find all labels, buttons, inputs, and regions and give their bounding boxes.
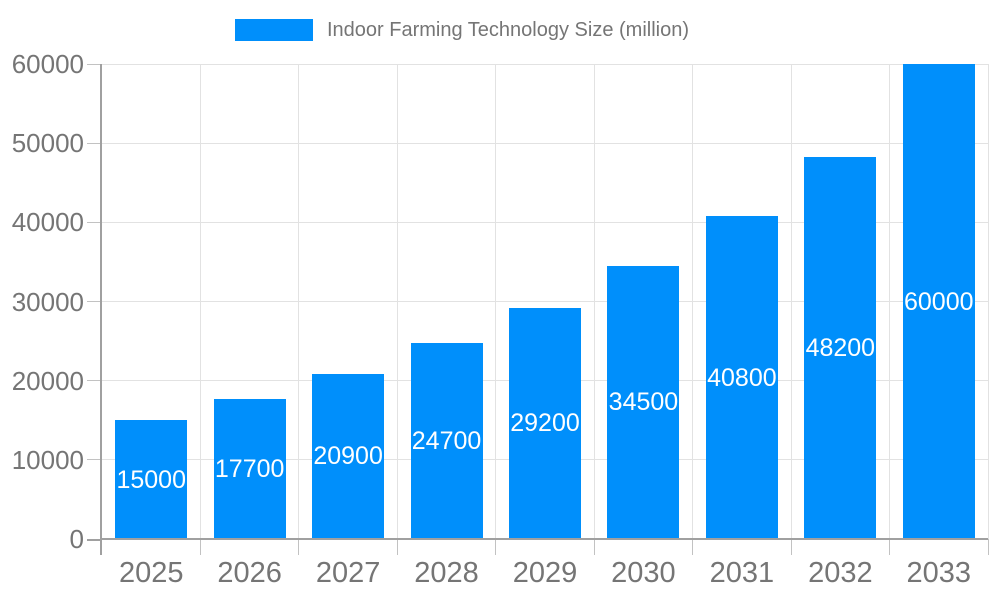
y-axis-tick-label: 20000: [11, 365, 84, 396]
y-axis-tick: [87, 301, 102, 302]
gridline-vertical: [298, 64, 300, 539]
x-axis-tick: [495, 539, 497, 555]
x-axis-tick: [987, 539, 989, 555]
gridline-vertical: [987, 64, 989, 539]
x-axis-tick: [199, 539, 201, 555]
bar[interactable]: 48200: [804, 157, 877, 539]
x-axis-tick: [396, 539, 398, 555]
y-axis-tick: [87, 142, 102, 144]
x-axis-tick: [593, 539, 595, 555]
bar[interactable]: 17700: [213, 398, 286, 539]
x-axis-line: [100, 538, 988, 540]
bar-value-label: 48200: [805, 334, 876, 363]
bar-value-label: 17700: [214, 454, 285, 483]
x-axis-tick-label: 2028: [414, 557, 479, 589]
bar-value-label: 29200: [510, 409, 580, 438]
legend: Indoor Farming Technology Size (million): [0, 18, 1000, 42]
gridline-vertical: [889, 64, 891, 539]
y-axis-tick: [87, 221, 102, 223]
bar[interactable]: 24700: [410, 343, 483, 539]
gridline-vertical: [199, 64, 201, 539]
y-axis-tick-label: 40000: [11, 207, 84, 238]
x-axis-tick-label: 2030: [611, 557, 676, 589]
y-axis-tick: [87, 459, 102, 461]
x-axis-tick-label: 2026: [217, 557, 282, 589]
gridline-horizontal: [102, 301, 988, 302]
gridline-vertical: [495, 64, 497, 539]
gridline-horizontal: [102, 221, 988, 223]
gridline-horizontal: [102, 63, 988, 65]
x-axis-tick: [790, 539, 792, 555]
x-axis-tick: [692, 539, 694, 555]
gridline-horizontal: [102, 142, 988, 144]
y-axis-tick-label: 10000: [11, 444, 84, 475]
y-axis-tick: [87, 63, 102, 65]
gridline-vertical: [790, 64, 792, 539]
bar[interactable]: 29200: [509, 307, 581, 539]
bar[interactable]: 20900: [312, 373, 385, 539]
x-axis-tick: [889, 539, 891, 555]
x-axis-tick-label: 2033: [906, 557, 972, 589]
bar-value-label: 40800: [707, 363, 777, 392]
bar[interactable]: 34500: [607, 265, 680, 539]
bar-value-label: 20900: [313, 442, 383, 471]
bar-value-label: 24700: [411, 427, 482, 456]
x-axis-tick: [298, 539, 300, 555]
gridline-vertical: [692, 64, 694, 539]
y-axis-tick-label: 0: [69, 524, 84, 554]
y-axis-tick-label: 30000: [11, 286, 84, 317]
y-axis-tick-label: 60000: [11, 49, 84, 79]
y-axis-tick-label: 50000: [11, 128, 84, 159]
bar-value-label: 60000: [904, 287, 974, 316]
y-axis-tick: [87, 380, 102, 382]
legend-item[interactable]: Indoor Farming Technology Size (million): [234, 18, 689, 42]
x-axis-tick-label: 2032: [808, 557, 873, 589]
x-axis-tick-label: 2029: [512, 557, 578, 589]
bar[interactable]: 60000: [902, 64, 975, 539]
gridline-vertical: [396, 64, 398, 539]
legend-swatch: [234, 19, 313, 41]
x-axis-tick-label: 2031: [709, 557, 775, 589]
gridline-vertical: [593, 64, 595, 539]
y-axis-tick: [87, 538, 102, 541]
bar-value-label: 34500: [608, 388, 679, 417]
x-axis-tick-label: 2025: [118, 557, 184, 589]
bar[interactable]: 15000: [115, 420, 188, 539]
y-axis-line: [100, 64, 102, 555]
x-axis-tick-label: 2027: [315, 557, 381, 589]
legend-label: Indoor Farming Technology Size (million): [326, 19, 689, 41]
bar[interactable]: 40800: [705, 216, 778, 539]
bar-value-label: 15000: [116, 465, 186, 494]
